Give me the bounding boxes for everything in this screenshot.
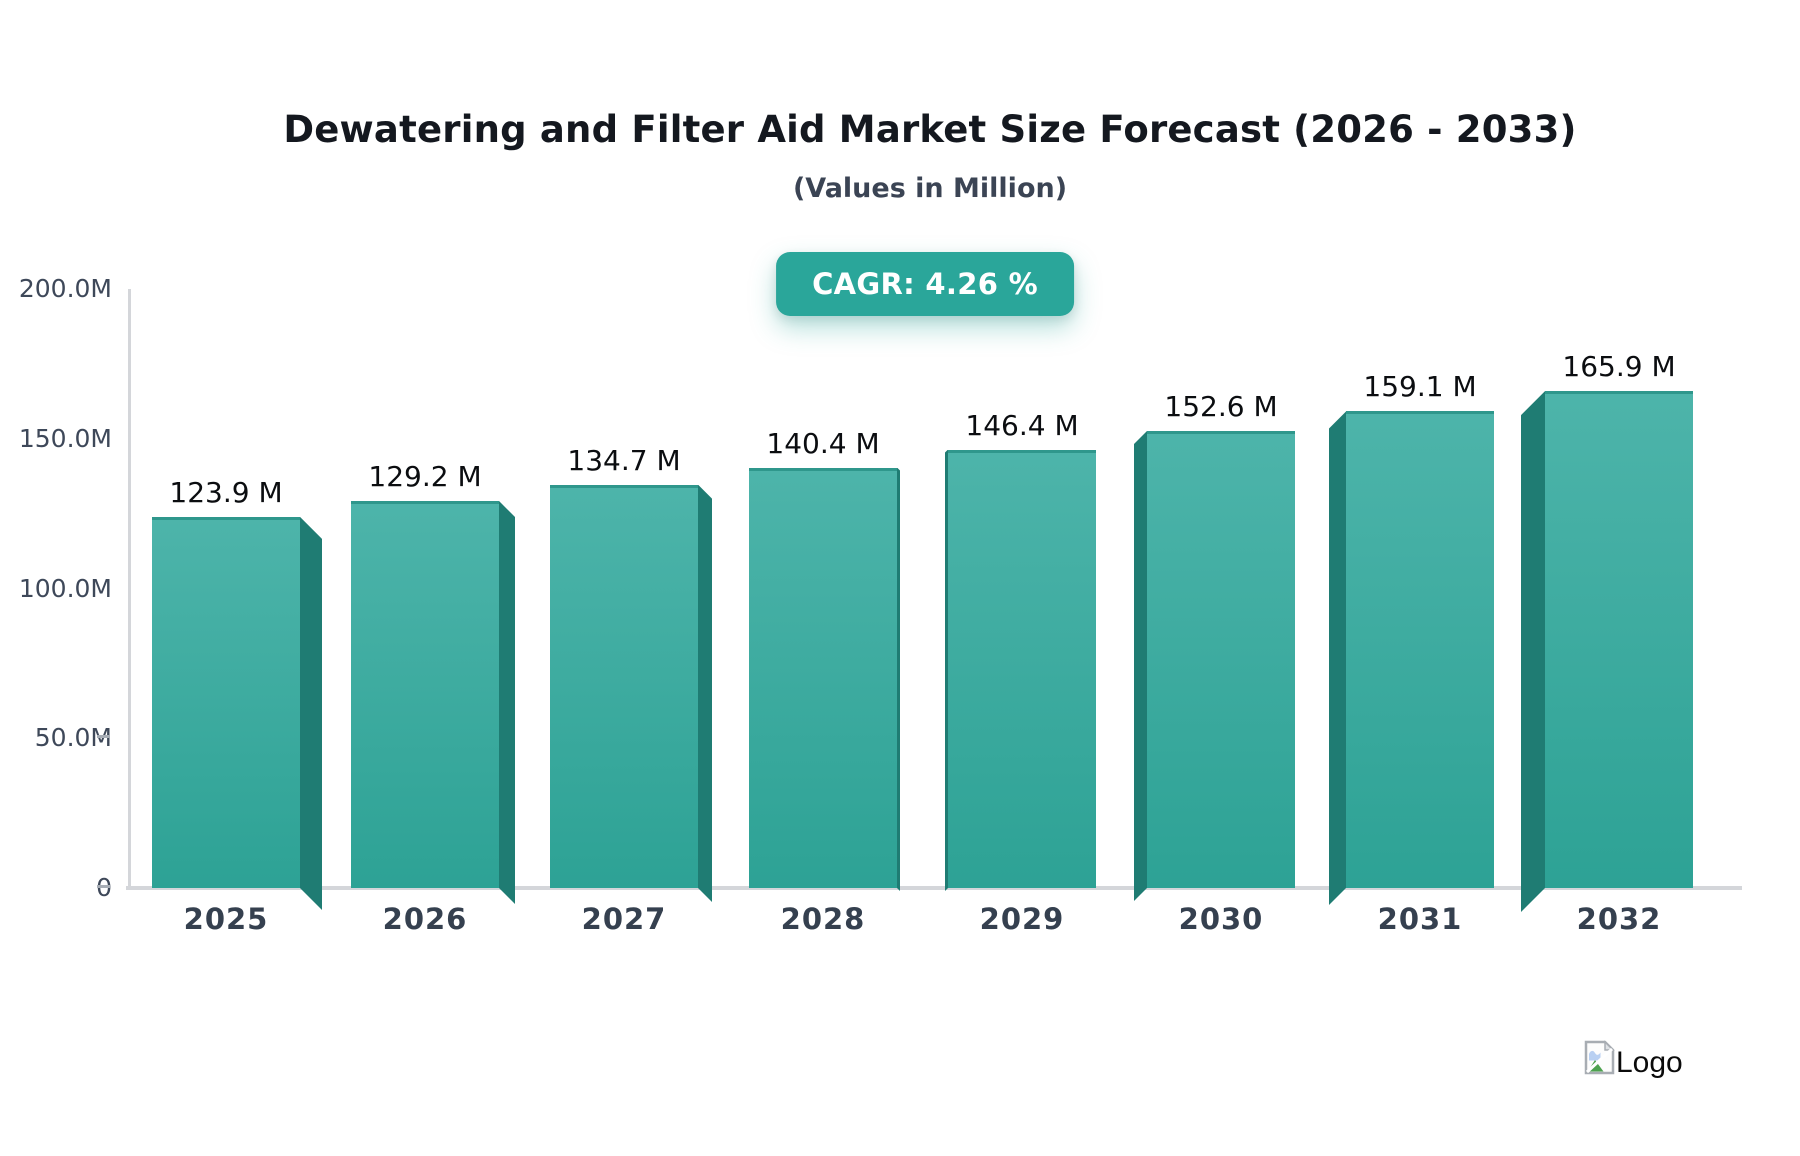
x-tick-label-2030: 2030	[1178, 902, 1264, 936]
bar-2032[interactable]	[1545, 391, 1693, 888]
bar-side-face	[1329, 411, 1346, 905]
bar-value-label: 140.4 M	[766, 426, 880, 460]
y-tick-label: 200.0M	[18, 274, 112, 303]
bar-side-face	[897, 468, 900, 891]
x-tick-label-2029: 2029	[979, 902, 1065, 936]
x-tick-label-2025: 2025	[183, 902, 269, 936]
y-tick-label: 100.0M	[18, 573, 112, 603]
bar-side-face	[698, 485, 712, 902]
bar-2028[interactable]	[749, 467, 897, 888]
bar-value-label: 123.9 M	[169, 475, 283, 509]
y-tick-dash	[97, 735, 110, 739]
y-tick-dash	[97, 885, 110, 888]
x-tick-label-2032: 2032	[1576, 902, 1662, 936]
logo: Logo	[1584, 1040, 1683, 1079]
bar-side-face	[499, 501, 515, 904]
bar-side-face	[1134, 431, 1147, 901]
bar-value-label: 146.4 M	[965, 408, 1079, 442]
bar-side-face	[1521, 391, 1545, 912]
bar-2025[interactable]	[152, 516, 300, 888]
bar-value-label: 152.6 M	[1164, 389, 1278, 423]
bar-value-label: 165.9 M	[1562, 350, 1676, 384]
bar-2030[interactable]	[1147, 430, 1295, 888]
bar-2031[interactable]	[1346, 411, 1494, 888]
bar-side-face	[300, 517, 322, 910]
y-tick-label: 0	[0, 873, 112, 903]
bar-value-label: 129.2 M	[368, 460, 482, 494]
y-axis-line	[128, 289, 131, 888]
x-tick-label-2031: 2031	[1377, 902, 1463, 936]
x-tick-label-2028: 2028	[780, 902, 866, 936]
y-tick-label: 150.0M	[18, 423, 112, 453]
x-tick-label-2027: 2027	[581, 902, 667, 936]
broken-image-icon	[1584, 1040, 1615, 1079]
bar-2026[interactable]	[351, 501, 499, 888]
y-tick-label: 50.0M	[34, 723, 112, 753]
bar-value-label: 159.1 M	[1363, 370, 1477, 404]
bar-2027[interactable]	[550, 484, 698, 888]
logo-text: Logo	[1616, 1046, 1683, 1079]
x-tick-label-2026: 2026	[382, 902, 468, 936]
bar-2029[interactable]	[948, 449, 1096, 888]
cagr-badge: CAGR: 4.26 %	[776, 252, 1074, 316]
bar-side-face	[945, 450, 948, 891]
x-axis-line	[126, 886, 1742, 890]
bar-value-label: 134.7 M	[567, 443, 681, 477]
